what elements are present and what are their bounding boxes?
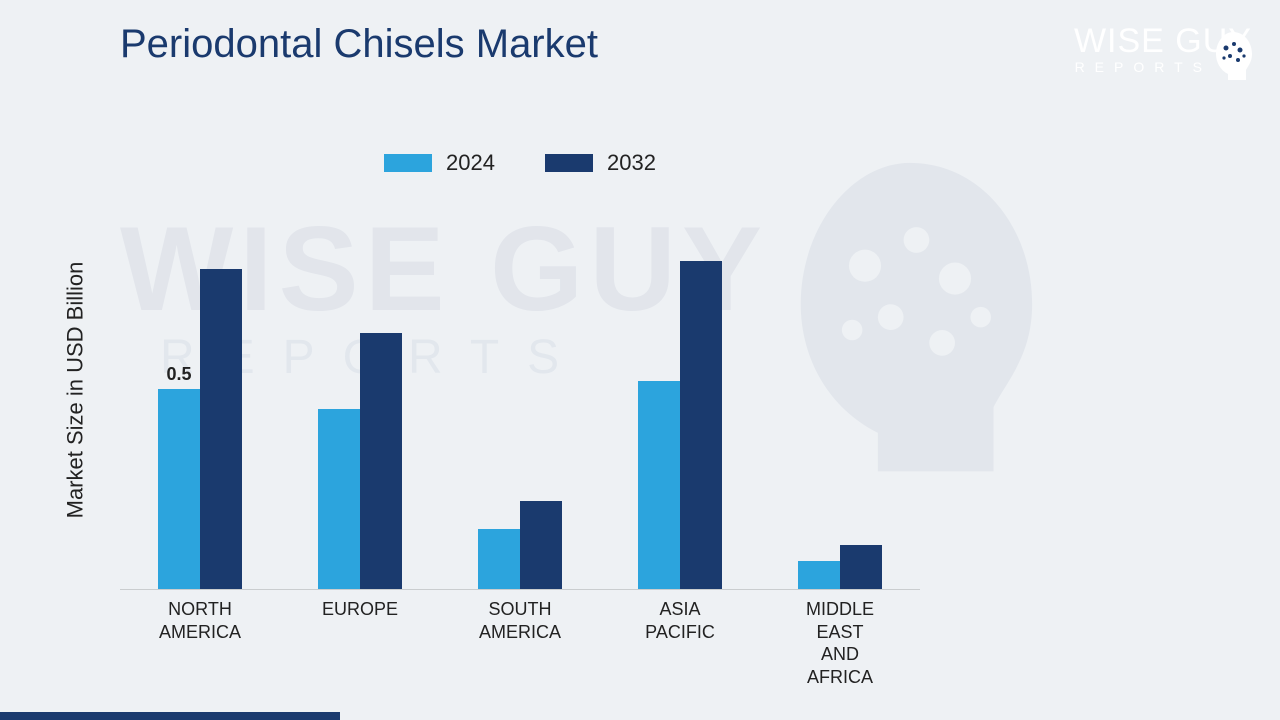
bar	[360, 333, 402, 589]
brand-head-icon	[1210, 30, 1256, 86]
x-tick-label: MIDDLEEASTANDAFRICA	[760, 592, 920, 688]
legend-swatch	[384, 154, 432, 172]
y-axis-label-wrap: Market Size in USD Billion	[60, 190, 90, 590]
legend-swatch	[545, 154, 593, 172]
legend: 2024 2032	[120, 150, 920, 176]
bottom-accent-bar	[0, 712, 340, 720]
bar-value-label: 0.5	[166, 364, 191, 385]
bar	[318, 409, 360, 589]
chart-title: Periodontal Chisels Market	[120, 22, 598, 67]
bar-group	[600, 190, 760, 589]
stage: WISE GUY REPORTS WISE GUY REPORTS Period…	[0, 0, 1280, 720]
x-tick-label: ASIAPACIFIC	[600, 592, 760, 688]
plot-area: 0.5	[120, 190, 920, 590]
y-axis-label: Market Size in USD Billion	[62, 262, 88, 519]
legend-label: 2024	[446, 150, 495, 176]
x-tick-label: SOUTHAMERICA	[440, 592, 600, 688]
bar	[638, 381, 680, 589]
bar-group	[280, 190, 440, 589]
bar	[478, 529, 520, 589]
bar	[200, 269, 242, 589]
bar-group	[440, 190, 600, 589]
bar	[520, 501, 562, 589]
bar-group: 0.5	[120, 190, 280, 589]
legend-label: 2032	[607, 150, 656, 176]
bar	[680, 261, 722, 589]
x-tick-label: NORTHAMERICA	[120, 592, 280, 688]
x-tick-label: EUROPE	[280, 592, 440, 688]
chart: 2024 2032 Market Size in USD Billion 0.5…	[60, 150, 940, 690]
bar	[840, 545, 882, 589]
x-axis-labels: NORTHAMERICAEUROPESOUTHAMERICAASIAPACIFI…	[120, 592, 920, 688]
bar	[158, 389, 200, 589]
legend-item: 2024	[384, 150, 495, 176]
legend-item: 2032	[545, 150, 656, 176]
bar	[798, 561, 840, 589]
bar-groups: 0.5	[120, 190, 920, 589]
brand-logo: WISE GUY REPORTS	[992, 22, 1252, 75]
bar-group	[760, 190, 920, 589]
